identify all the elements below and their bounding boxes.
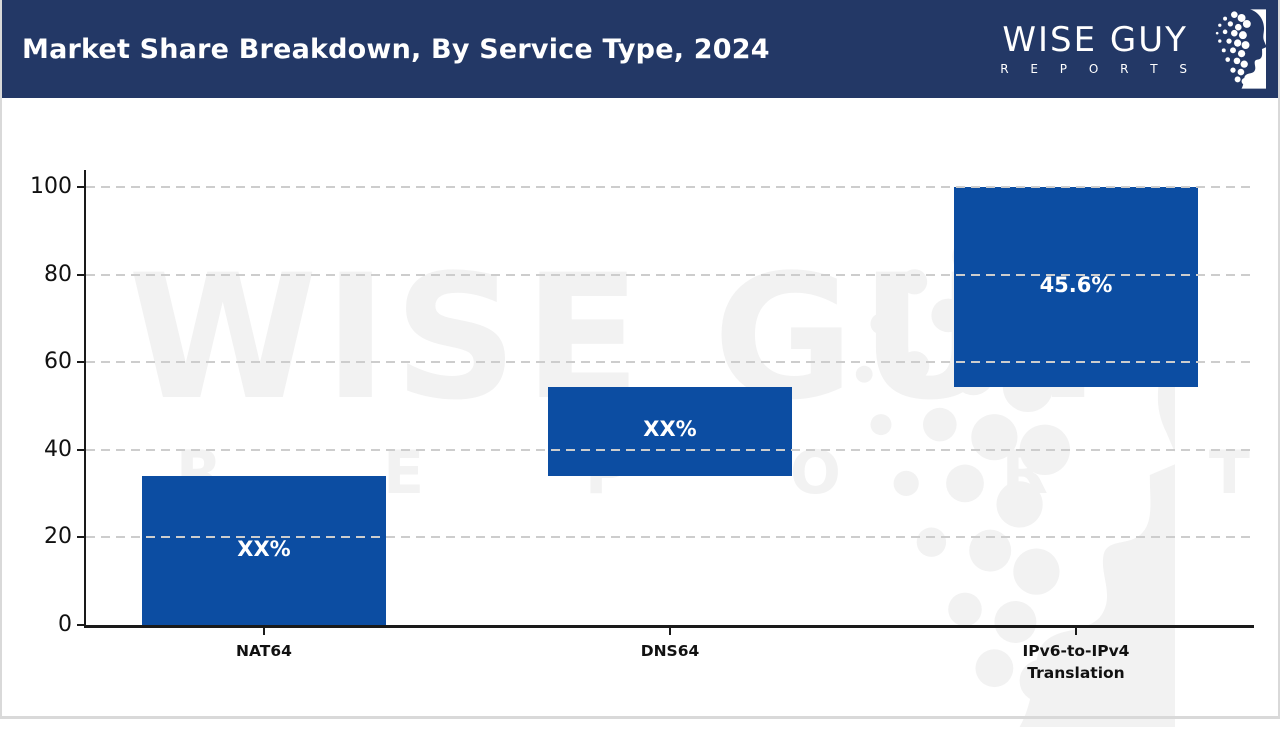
x-axis-category-label: IPv6-to-IPv4 Translation <box>1022 642 1130 682</box>
x-axis-category-label: DNS64 <box>640 642 700 660</box>
plot-area: 0 20 40 60 80 100 XX% XX% 45.6% NAT64 DNS64 IPv6-to… <box>0 98 1280 720</box>
y-axis-tick <box>77 536 85 539</box>
gridline <box>86 273 1254 276</box>
y-axis-tick-label: 80 <box>44 261 72 287</box>
x-axis-tick <box>263 627 265 635</box>
y-axis-tick <box>77 448 85 451</box>
y-axis-tick-label: 60 <box>44 349 72 375</box>
gridline <box>86 536 1254 539</box>
y-axis-tick <box>77 361 85 364</box>
y-axis-tick-label: 40 <box>44 436 72 462</box>
bar-value-label: XX% <box>643 417 697 442</box>
x-axis-tick <box>669 627 671 635</box>
bar-nat64: XX% <box>142 476 386 625</box>
bar-dns64: XX% <box>548 386 792 477</box>
y-axis-tick <box>77 273 85 276</box>
y-axis-tick-label: 100 <box>30 174 72 199</box>
x-axis-tick <box>1075 627 1077 635</box>
y-axis-tick <box>77 624 85 626</box>
chart-title: Market Share Breakdown, By Service Type,… <box>22 33 770 65</box>
y-axis-tick-label: 0 <box>58 612 72 637</box>
wise-guy-reports-logo: WISE GUY R E P O R T S <box>994 4 1266 94</box>
bar-ipv6-to-ipv4: 45.6% <box>954 187 1198 387</box>
gridline <box>86 361 1254 364</box>
gridline <box>86 186 1254 188</box>
logo-wordmark: WISE GUY <box>1002 20 1188 60</box>
logo-text: WISE GUY R E P O R T S <box>994 23 1196 75</box>
y-axis-line <box>84 170 86 627</box>
bar-value-label: XX% <box>237 536 291 561</box>
x-axis-line <box>84 625 1254 628</box>
bar-value-label: 45.6% <box>1039 272 1113 297</box>
y-axis-tick-label: 20 <box>44 524 72 550</box>
header-bar: Market Share Breakdown, By Service Type,… <box>0 0 1280 98</box>
logo-head-icon <box>1215 9 1266 89</box>
x-axis-category-label: NAT64 <box>236 642 292 660</box>
gridline <box>86 448 1254 451</box>
logo-subtitle: R E P O R T S <box>1000 62 1196 76</box>
y-axis-tick <box>77 186 85 188</box>
